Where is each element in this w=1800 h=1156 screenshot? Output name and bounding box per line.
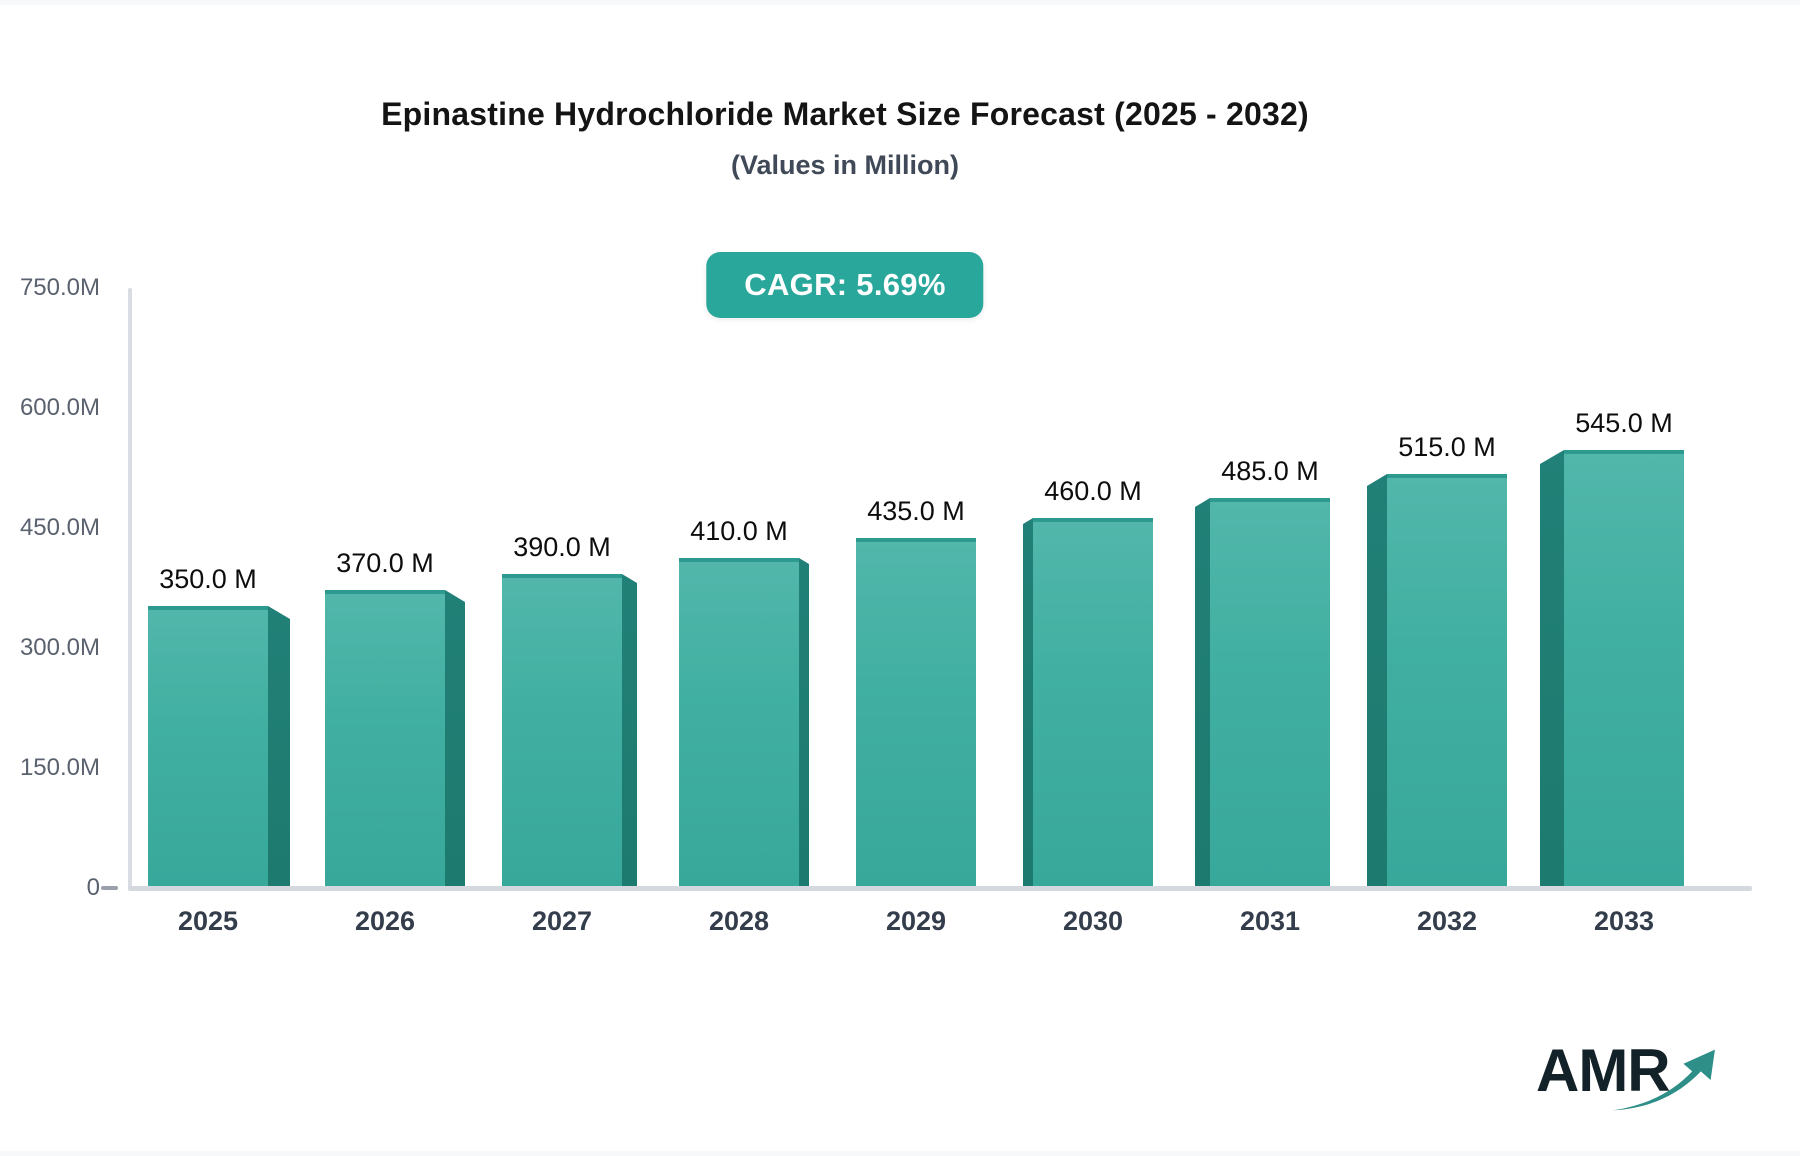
y-axis-tick-label: 600.0M xyxy=(19,394,100,421)
x-axis-baseline xyxy=(128,886,1752,891)
bar-value-label: 485.0 M xyxy=(1221,456,1319,486)
x-axis-tick-label: 2031 xyxy=(1239,906,1301,936)
page-bottom-border xyxy=(0,1151,1800,1156)
y-axis-tick-label: 750.0M xyxy=(19,274,100,301)
bar-front-face xyxy=(856,538,976,886)
bar-front-face xyxy=(148,606,268,886)
bar-front-face xyxy=(1033,518,1153,886)
x-axis-tick-label: 2028 xyxy=(708,906,770,936)
bar-front-face xyxy=(325,590,445,886)
x-axis-tick-label: 2030 xyxy=(1062,906,1124,936)
bar-value-label: 370.0 M xyxy=(336,548,434,578)
growth-arrow-icon xyxy=(1612,1049,1715,1111)
bar-front-face xyxy=(1210,498,1330,886)
bar-side-face xyxy=(1367,474,1387,886)
zero-tick-mark xyxy=(101,886,118,890)
bar-value-label: 410.0 M xyxy=(690,516,788,546)
y-axis-tick-label: 300.0M xyxy=(19,634,100,661)
page-top-border xyxy=(0,0,1800,5)
chart-title: Epinastine Hydrochloride Market Size For… xyxy=(381,96,1309,132)
bar-value-label: 350.0 M xyxy=(159,564,257,594)
bar-front-face xyxy=(502,574,622,886)
y-axis-tick-label: 150.0M xyxy=(19,754,100,781)
bar-side-face xyxy=(799,558,809,886)
bar-side-face xyxy=(1195,498,1210,886)
bar-side-face xyxy=(1023,518,1033,886)
bar-value-label: 435.0 M xyxy=(867,496,965,526)
bar-front-face xyxy=(1387,474,1507,886)
bar-front-face xyxy=(679,558,799,886)
y-axis-tick-label: 450.0M xyxy=(19,514,100,541)
bar-value-label: 390.0 M xyxy=(513,532,611,562)
x-axis-tick-label: 2032 xyxy=(1416,906,1478,936)
y-axis-line xyxy=(128,288,132,888)
bar-value-label: 515.0 M xyxy=(1398,432,1496,462)
x-axis-tick-label: 2026 xyxy=(354,906,416,936)
bar-value-label: 545.0 M xyxy=(1575,408,1673,438)
bar-front-face xyxy=(1564,450,1684,886)
bar-value-label: 460.0 M xyxy=(1044,476,1142,506)
x-axis-tick-label: 2027 xyxy=(531,906,593,936)
y-axis-tick-label: 0 xyxy=(86,874,100,901)
chart-subtitle: (Values in Million) xyxy=(730,150,960,180)
x-axis-tick-label: 2025 xyxy=(177,906,239,936)
bar-side-face xyxy=(445,590,465,886)
bar-side-face xyxy=(1540,450,1564,886)
x-axis-tick-label: 2033 xyxy=(1593,906,1655,936)
x-axis-tick-label: 2029 xyxy=(885,906,947,936)
amr-logo-text: AMR xyxy=(1536,1037,1671,1104)
amr-logo: AMR xyxy=(1532,1030,1762,1130)
bar-side-face xyxy=(622,574,637,886)
cagr-badge: CAGR: 5.69% xyxy=(706,252,984,318)
bar-side-face xyxy=(268,606,290,886)
